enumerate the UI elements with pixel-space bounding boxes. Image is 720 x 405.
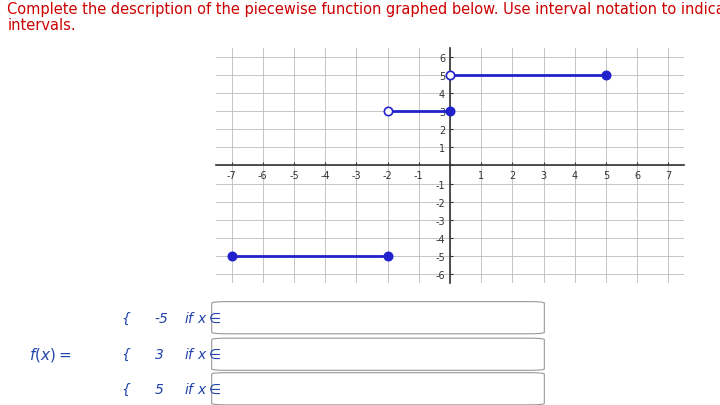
Text: if $x\in$: if $x\in$ [184, 382, 220, 396]
Text: Complete the description of the piecewise function graphed below. Use interval n: Complete the description of the piecewis… [7, 2, 720, 17]
Text: {: { [122, 311, 130, 325]
FancyBboxPatch shape [212, 338, 544, 371]
Text: $f(x)=$: $f(x)=$ [29, 345, 71, 363]
Text: if $x\in$: if $x\in$ [184, 311, 220, 325]
FancyBboxPatch shape [212, 302, 544, 334]
Text: 5: 5 [155, 382, 163, 396]
Text: {: { [122, 382, 130, 396]
Text: -5: -5 [155, 311, 168, 325]
Text: if $x\in$: if $x\in$ [184, 347, 220, 361]
Text: {: { [122, 347, 130, 361]
Text: intervals.: intervals. [7, 18, 76, 33]
FancyBboxPatch shape [212, 373, 544, 405]
Text: 3: 3 [155, 347, 163, 361]
